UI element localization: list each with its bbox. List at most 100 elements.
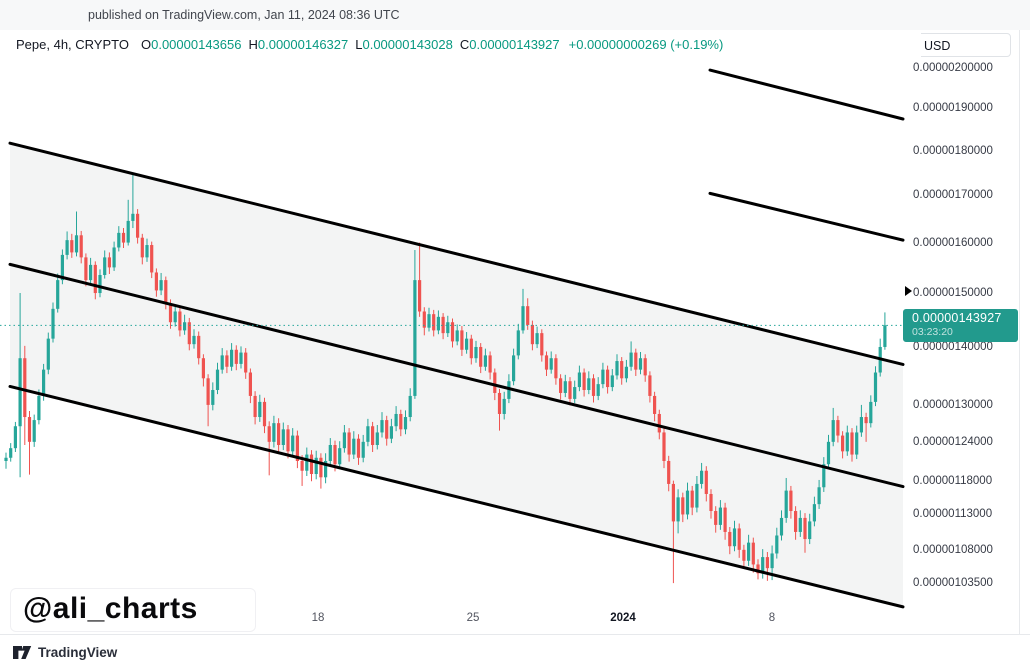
price-tick-label: 0.00000200000 bbox=[913, 62, 993, 75]
candle-body bbox=[42, 369, 46, 396]
candle-body bbox=[812, 504, 816, 522]
price-tick-label: 0.00000190000 bbox=[913, 102, 993, 115]
candle-body bbox=[333, 444, 337, 465]
candle-body bbox=[530, 324, 534, 345]
candle-body bbox=[436, 316, 440, 331]
candle-body bbox=[610, 375, 614, 388]
candle-body bbox=[371, 426, 375, 445]
candle-body bbox=[596, 384, 600, 396]
candle-body bbox=[502, 398, 506, 414]
candle-body bbox=[183, 322, 187, 331]
candle-body bbox=[789, 490, 793, 512]
currency-unit-box[interactable]: USD bbox=[911, 33, 1011, 57]
candle-body bbox=[568, 381, 572, 399]
candle-body bbox=[399, 413, 403, 430]
candle-body bbox=[427, 314, 431, 328]
channel-lower-line[interactable] bbox=[8, 384, 905, 609]
candle-body bbox=[714, 511, 718, 525]
tradingview-logo-link[interactable]: TradingView bbox=[13, 642, 117, 662]
candle-body bbox=[328, 444, 332, 461]
candle-body bbox=[690, 490, 694, 508]
candle-body bbox=[521, 306, 525, 331]
time-axis-label: 2024 bbox=[610, 612, 636, 624]
candle-body bbox=[549, 358, 553, 370]
candle-body bbox=[826, 441, 831, 465]
candle-body bbox=[361, 441, 365, 458]
candle-body bbox=[248, 372, 252, 396]
candle-body bbox=[27, 417, 32, 442]
ohlc-low: L0.00000143028 bbox=[355, 36, 453, 52]
projection-line-1[interactable] bbox=[708, 68, 905, 121]
channel-upper-line[interactable] bbox=[8, 141, 905, 366]
price-tick-label: 0.00000130000 bbox=[913, 398, 993, 411]
ohlc-high: H0.00000146327 bbox=[248, 36, 349, 52]
candle-body bbox=[74, 235, 79, 253]
time-axis-label: 8 bbox=[768, 612, 776, 624]
candle-body bbox=[643, 358, 647, 376]
candle-body bbox=[291, 435, 295, 452]
candle-body bbox=[803, 517, 807, 540]
candle-body bbox=[23, 358, 27, 418]
candle-body bbox=[352, 438, 356, 455]
candle-body bbox=[850, 432, 854, 455]
chart-bottom-divider bbox=[0, 634, 1030, 635]
candle-body bbox=[671, 483, 675, 522]
candle-body bbox=[808, 521, 812, 540]
candle-body bbox=[869, 401, 873, 424]
time-axis[interactable]: 18 25 2024 8 bbox=[0, 605, 905, 634]
candle-body bbox=[84, 257, 88, 281]
candle-body bbox=[145, 245, 149, 258]
candle-body bbox=[418, 280, 422, 312]
time-axis-label: 18 bbox=[311, 612, 325, 624]
candle-body bbox=[718, 507, 722, 525]
price-tick-label: 0.00000103500 bbox=[913, 577, 993, 590]
candle-body bbox=[540, 333, 544, 356]
candle-body bbox=[89, 264, 93, 281]
watermark-plate: @ali_charts bbox=[10, 588, 256, 632]
candle-body bbox=[305, 454, 309, 471]
candle-body bbox=[272, 423, 276, 442]
candle-body bbox=[497, 392, 502, 414]
candle-body bbox=[700, 470, 704, 484]
time-axis-label: 25 bbox=[466, 612, 480, 624]
ohlc-open: O0.00000143656 bbox=[140, 36, 242, 52]
candle-body bbox=[704, 470, 708, 494]
candle-body bbox=[629, 352, 633, 367]
candle-body bbox=[117, 232, 121, 248]
candle-body bbox=[845, 432, 849, 452]
symbol-title[interactable]: Pepe, 4h, CRYPTO bbox=[16, 36, 129, 52]
candle-body bbox=[168, 303, 173, 323]
price-tick-label: 0.00000108000 bbox=[913, 543, 993, 556]
price-axis[interactable]: USD 0.00000200000 0.00000190000 0.00000180… bbox=[903, 0, 1020, 634]
candle-body bbox=[441, 316, 445, 334]
ohlc-close: C0.00000143927 bbox=[459, 36, 560, 52]
channel-middle-line[interactable] bbox=[8, 262, 905, 489]
candle-body bbox=[262, 401, 267, 427]
candlestick-chart[interactable] bbox=[0, 0, 905, 634]
candle-body bbox=[65, 240, 69, 255]
candle-body bbox=[620, 361, 624, 379]
projection-line-2[interactable] bbox=[708, 191, 905, 242]
candle-body bbox=[681, 497, 685, 515]
candle-body bbox=[469, 338, 473, 359]
price-change: +0.00000000269 (+0.19%) bbox=[568, 36, 724, 52]
candle-body bbox=[516, 330, 520, 356]
candle-body bbox=[483, 355, 487, 367]
candle-body bbox=[831, 420, 835, 442]
candle-body bbox=[150, 245, 154, 273]
candle-body bbox=[389, 426, 393, 439]
candle-body bbox=[164, 280, 168, 304]
candle-body bbox=[385, 420, 389, 439]
candle-body bbox=[460, 330, 464, 350]
candle-body bbox=[140, 237, 144, 258]
candle-body bbox=[98, 275, 102, 294]
candle-body bbox=[187, 322, 191, 345]
candle-body bbox=[695, 483, 699, 508]
candle-body bbox=[126, 220, 130, 243]
candle-body bbox=[615, 361, 619, 376]
candle-body bbox=[817, 487, 821, 505]
candle-body bbox=[314, 457, 318, 475]
candle-body bbox=[46, 338, 50, 370]
candle-body bbox=[9, 448, 13, 458]
candle-body bbox=[79, 235, 83, 258]
